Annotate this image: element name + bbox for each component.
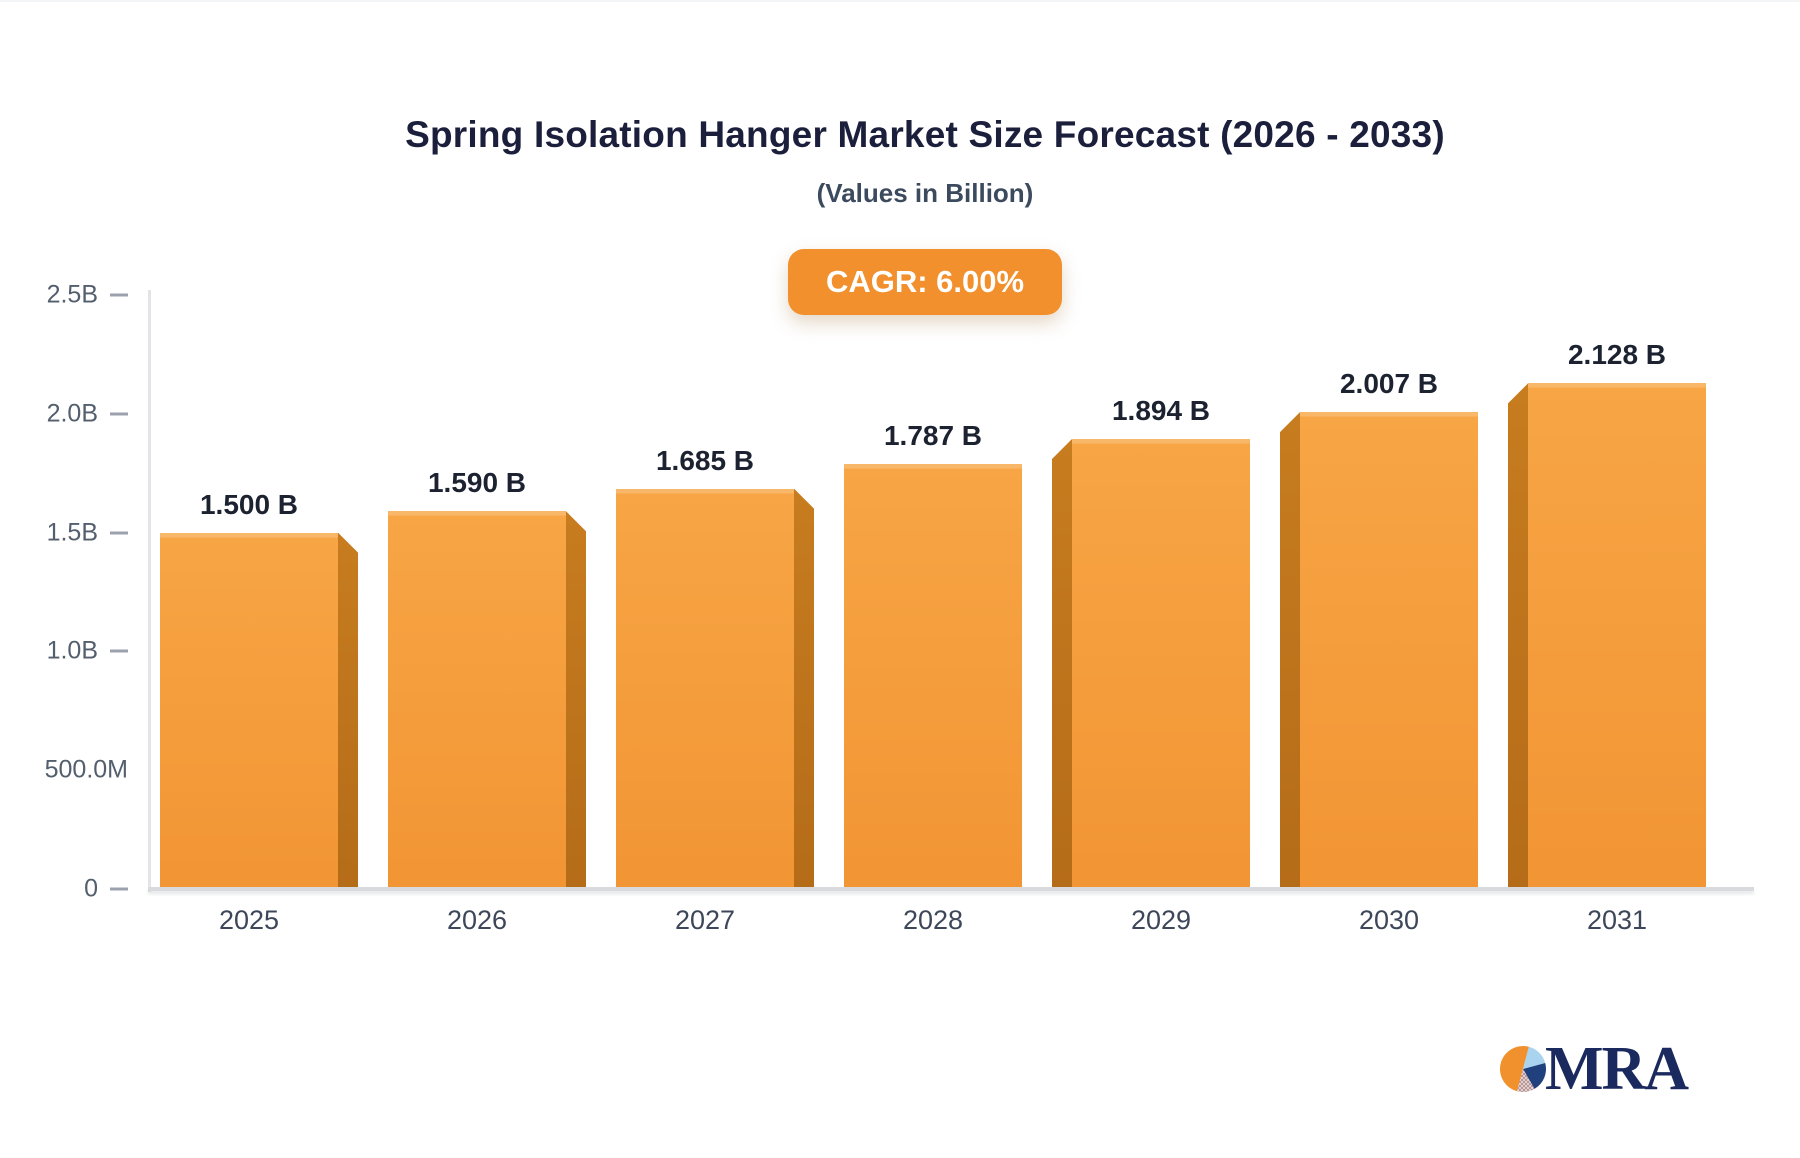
y-axis-tick: 1.0B	[0, 637, 128, 666]
bar-2030	[1300, 412, 1478, 889]
bar-3d-side	[566, 511, 586, 889]
bar-value-label: 1.590 B	[427, 467, 527, 499]
y-axis-tick: 2.5B	[0, 281, 128, 310]
x-axis-label: 2027	[674, 905, 736, 935]
bar-2031	[1528, 383, 1706, 889]
chart-header: Spring Isolation Hanger Market Size Fore…	[50, 2, 1800, 315]
bar-2025	[160, 532, 338, 889]
bar-2029	[1072, 438, 1250, 889]
y-axis-tick: 1.5B	[0, 518, 128, 547]
logo-text: MRA	[1545, 1035, 1689, 1103]
y-tick-dash	[110, 412, 128, 416]
bar-2027	[616, 488, 794, 889]
bar-3d-side	[1052, 438, 1072, 889]
bar-3d-side	[1280, 412, 1300, 889]
x-axis-label: 2029	[1130, 905, 1192, 935]
chart-subtitle: (Values in Billion)	[816, 178, 1034, 208]
y-tick-label: 2.5B	[46, 280, 98, 309]
cagr-badge: CAGR: 6.00%	[787, 249, 1063, 315]
x-axis-label: 2028	[902, 905, 964, 935]
bar-value-label: 1.787 B	[883, 420, 983, 452]
bar-2026	[388, 511, 566, 889]
y-tick-dash	[110, 887, 128, 891]
y-tick-label: 1.0B	[46, 636, 98, 665]
y-tick-label: 2.0B	[46, 399, 98, 428]
y-tick-label: 1.5B	[46, 518, 98, 547]
logo-pie-icon	[1499, 1045, 1547, 1093]
chart-title: Spring Isolation Hanger Market Size Fore…	[405, 114, 1445, 155]
y-tick-dash	[110, 531, 128, 535]
bar-value-label: 2.128 B	[1567, 339, 1667, 371]
y-axis-tick: 0	[0, 875, 128, 904]
bar-3d-side	[794, 488, 814, 889]
x-axis-label: 2030	[1358, 905, 1420, 935]
y-tick-label: 0	[84, 874, 98, 903]
bar-2028	[844, 464, 1022, 889]
x-axis-line	[148, 887, 1754, 891]
y-tick-dash	[110, 649, 128, 653]
x-axis-label: 2031	[1586, 905, 1648, 935]
y-tick-dash	[110, 293, 128, 297]
bar-value-label: 2.007 B	[1339, 368, 1439, 400]
bar-value-label: 1.500 B	[199, 488, 299, 520]
y-axis-line	[148, 290, 151, 892]
y-tick-label: 500.0M	[44, 755, 128, 784]
y-axis-tick: 2.0B	[0, 399, 128, 428]
bar-3d-side	[338, 532, 358, 889]
x-axis-label: 2026	[446, 905, 508, 935]
x-axis-label: 2025	[218, 905, 280, 935]
bar-value-label: 1.894 B	[1111, 394, 1211, 426]
bar-3d-side	[1508, 383, 1528, 889]
y-axis-tick: 500.0M	[0, 756, 144, 785]
bar-value-label: 1.685 B	[655, 444, 755, 476]
brand-logo: MRA	[1497, 1035, 1689, 1103]
